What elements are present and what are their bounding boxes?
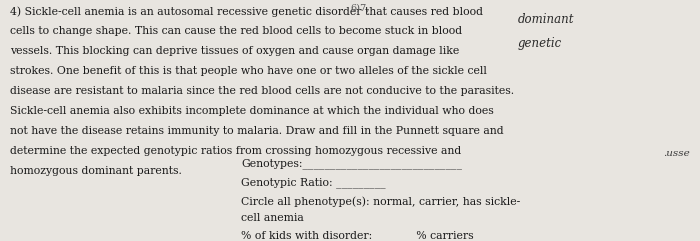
Text: not have the disease retains immunity to malaria. Draw and fill in the Punnett s: not have the disease retains immunity to…: [10, 126, 504, 136]
Text: genetic: genetic: [518, 37, 562, 50]
Text: homozygous dominant parents.: homozygous dominant parents.: [10, 166, 183, 176]
Text: dominant: dominant: [518, 13, 575, 26]
Text: disease are resistant to malaria since the red blood cells are not conducive to : disease are resistant to malaria since t…: [10, 86, 514, 96]
Text: .usse: .usse: [663, 149, 690, 158]
Text: strokes. One benefit of this is that people who have one or two alleles of the s: strokes. One benefit of this is that peo…: [10, 66, 487, 76]
Text: Sickle-cell anemia also exhibits incomplete dominance at which the individual wh: Sickle-cell anemia also exhibits incompl…: [10, 106, 494, 116]
Text: vessels. This blocking can deprive tissues of oxygen and cause organ damage like: vessels. This blocking can deprive tissu…: [10, 46, 460, 56]
Text: Circle all phenotype(s): normal, carrier, has sickle-: Circle all phenotype(s): normal, carrier…: [241, 196, 521, 207]
Text: determine the expected genotypic ratios from crossing homozygous recessive and: determine the expected genotypic ratios …: [10, 146, 462, 156]
Text: % of kids with disorder:________% carriers _____: % of kids with disorder:________% carrie…: [241, 230, 505, 241]
Text: 4) Sickle-cell anemia is an autosomal recessive genetic disorder that causes red: 4) Sickle-cell anemia is an autosomal re…: [10, 6, 484, 17]
Text: cells to change shape. This can cause the red blood cells to become stuck in blo: cells to change shape. This can cause th…: [10, 26, 463, 36]
Text: 6)7,: 6)7,: [351, 4, 370, 13]
Text: cell anemia: cell anemia: [241, 213, 304, 223]
Text: Genotypes:_____________________________: Genotypes:_____________________________: [241, 158, 463, 168]
Text: Genotypic Ratio: _________: Genotypic Ratio: _________: [241, 177, 386, 188]
